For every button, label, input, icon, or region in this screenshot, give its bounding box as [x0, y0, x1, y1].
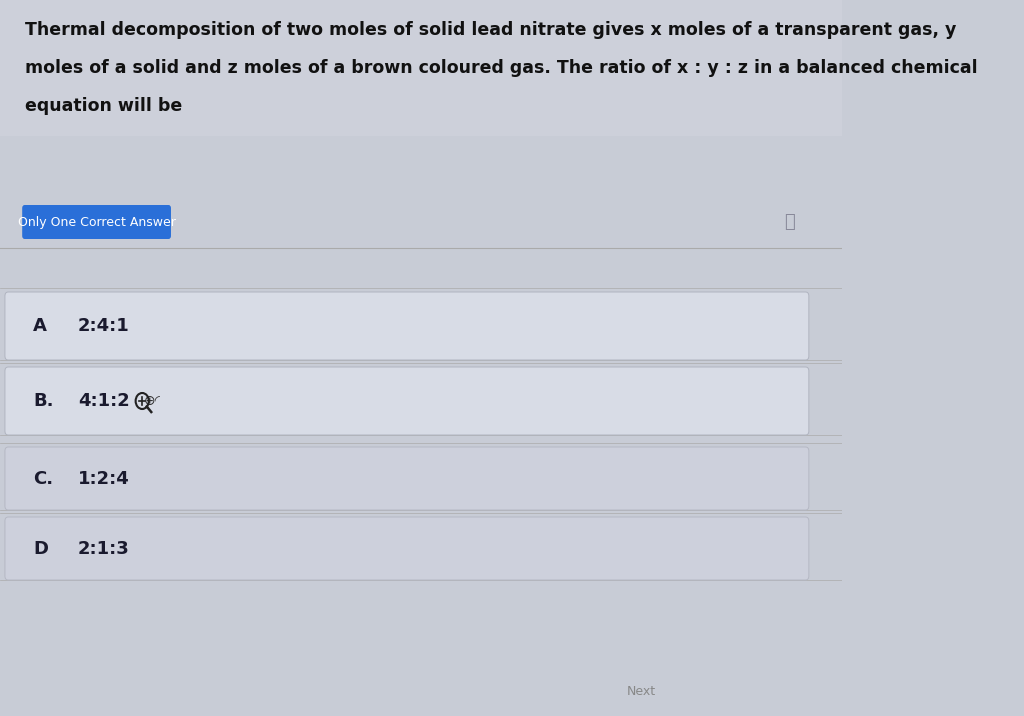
Text: D: D	[33, 539, 48, 558]
FancyBboxPatch shape	[5, 367, 809, 435]
Text: Only One Correct Answer: Only One Correct Answer	[17, 216, 175, 228]
Text: equation will be: equation will be	[25, 97, 182, 115]
Text: C.: C.	[33, 470, 53, 488]
Bar	[0, 0, 842, 136]
Text: A: A	[33, 317, 47, 335]
Text: ⓘ: ⓘ	[783, 213, 795, 231]
FancyBboxPatch shape	[5, 517, 809, 580]
Text: 2:4:1: 2:4:1	[78, 317, 130, 335]
Text: 4:1:2: 4:1:2	[78, 392, 130, 410]
Text: 2:1:3: 2:1:3	[78, 539, 130, 558]
Text: Next: Next	[627, 685, 655, 698]
Text: moles of a solid and z moles of a brown coloured gas. The ratio of x : y : z in : moles of a solid and z moles of a brown …	[25, 59, 977, 77]
Text: Thermal decomposition of two moles of solid lead nitrate gives x moles of a tran: Thermal decomposition of two moles of so…	[25, 21, 956, 39]
FancyBboxPatch shape	[5, 447, 809, 510]
FancyBboxPatch shape	[23, 205, 171, 239]
FancyBboxPatch shape	[5, 292, 809, 360]
Text: ⊕◜: ⊕◜	[143, 394, 161, 408]
Text: 1:2:4: 1:2:4	[78, 470, 130, 488]
Text: B.: B.	[33, 392, 53, 410]
